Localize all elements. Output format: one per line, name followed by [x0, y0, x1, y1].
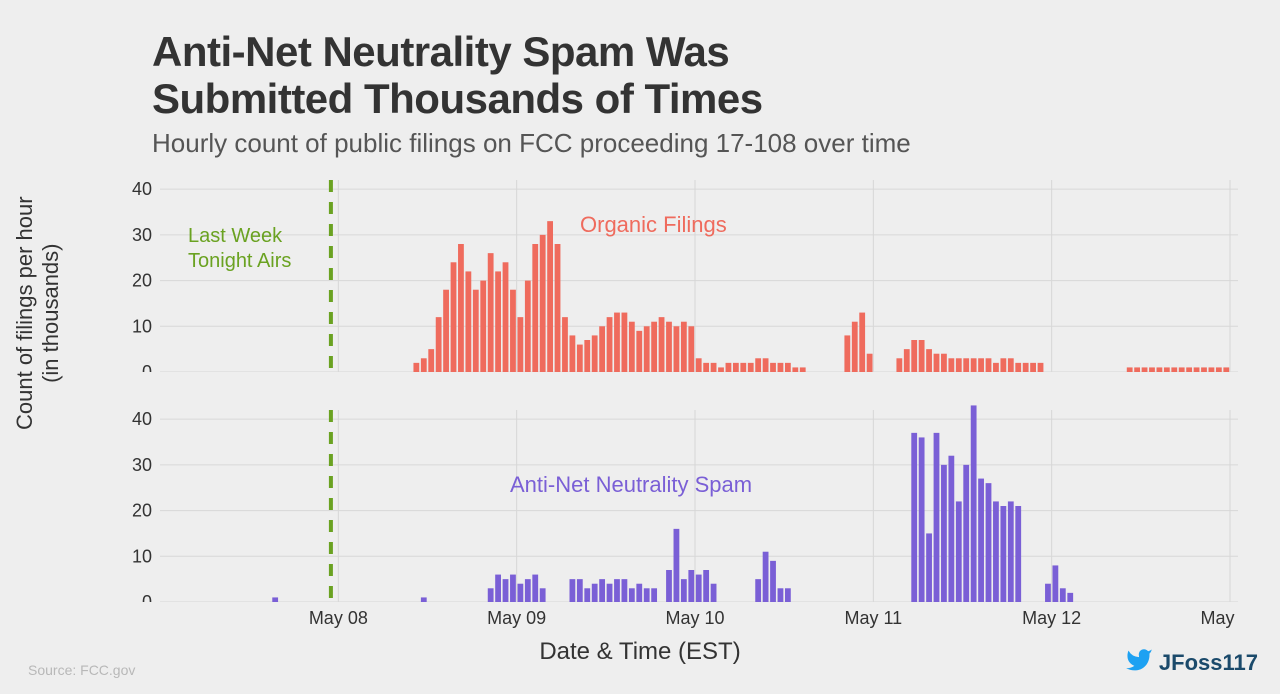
annotation-label: Last Week Tonight Airs — [188, 224, 291, 274]
svg-text:40: 40 — [132, 179, 152, 199]
bars-spam — [272, 405, 1073, 602]
y-axis-label: Count of filings per hour(in thousands) — [12, 196, 64, 430]
panel-spam: 0 10 20 30 40 Anti-Net Neutrality Spam — [110, 402, 1240, 602]
svg-text:40: 40 — [132, 409, 152, 429]
svg-text:May 10: May 10 — [665, 608, 724, 628]
chart-area: 0 10 20 30 40 Organic Filings Last Week Toni… — [110, 172, 1240, 612]
svg-text:May 12: May 12 — [1022, 608, 1081, 628]
svg-text:0: 0 — [142, 592, 152, 602]
svg-text:May 09: May 09 — [487, 608, 546, 628]
twitter-icon — [1125, 646, 1153, 680]
bars-organic — [413, 221, 1229, 372]
svg-text:10: 10 — [132, 546, 152, 566]
y-axis-spam: 0 10 20 30 40 — [132, 409, 152, 602]
page-title: Anti-Net Neutrality Spam WasSubmitted Th… — [152, 28, 911, 122]
credit: JFoss117 — [1125, 646, 1258, 680]
svg-text:0: 0 — [142, 362, 152, 372]
page-subtitle: Hourly count of public filings on FCC pr… — [152, 128, 911, 159]
series-label-spam: Anti-Net Neutrality Spam — [510, 472, 752, 498]
source-text: Source: FCC.gov — [28, 662, 135, 678]
svg-text:20: 20 — [132, 501, 152, 521]
svg-text:30: 30 — [132, 455, 152, 475]
panel-organic: 0 10 20 30 40 Organic Filings Last Week Toni… — [110, 172, 1240, 372]
x-axis-svg: May 08 May 09 May 10 May 11 May 12 May 13 — [110, 602, 1240, 642]
svg-text:May 11: May 11 — [844, 608, 902, 628]
spam-svg: 0 10 20 30 40 — [110, 402, 1240, 602]
grid-organic — [160, 180, 1238, 372]
svg-text:May 13: May 13 — [1200, 608, 1240, 628]
x-axis: May 08 May 09 May 10 May 11 May 12 May 13 — [309, 608, 1240, 628]
series-label-organic: Organic Filings — [580, 212, 727, 238]
y-axis-organic: 0 10 20 30 40 — [132, 179, 152, 372]
x-axis-label: Date & Time (EST) — [539, 638, 740, 666]
grid-spam — [160, 410, 1238, 602]
svg-text:May 08: May 08 — [309, 608, 368, 628]
svg-text:30: 30 — [132, 225, 152, 245]
svg-text:10: 10 — [132, 316, 152, 336]
credit-handle: JFoss117 — [1159, 650, 1258, 676]
svg-text:20: 20 — [132, 271, 152, 291]
